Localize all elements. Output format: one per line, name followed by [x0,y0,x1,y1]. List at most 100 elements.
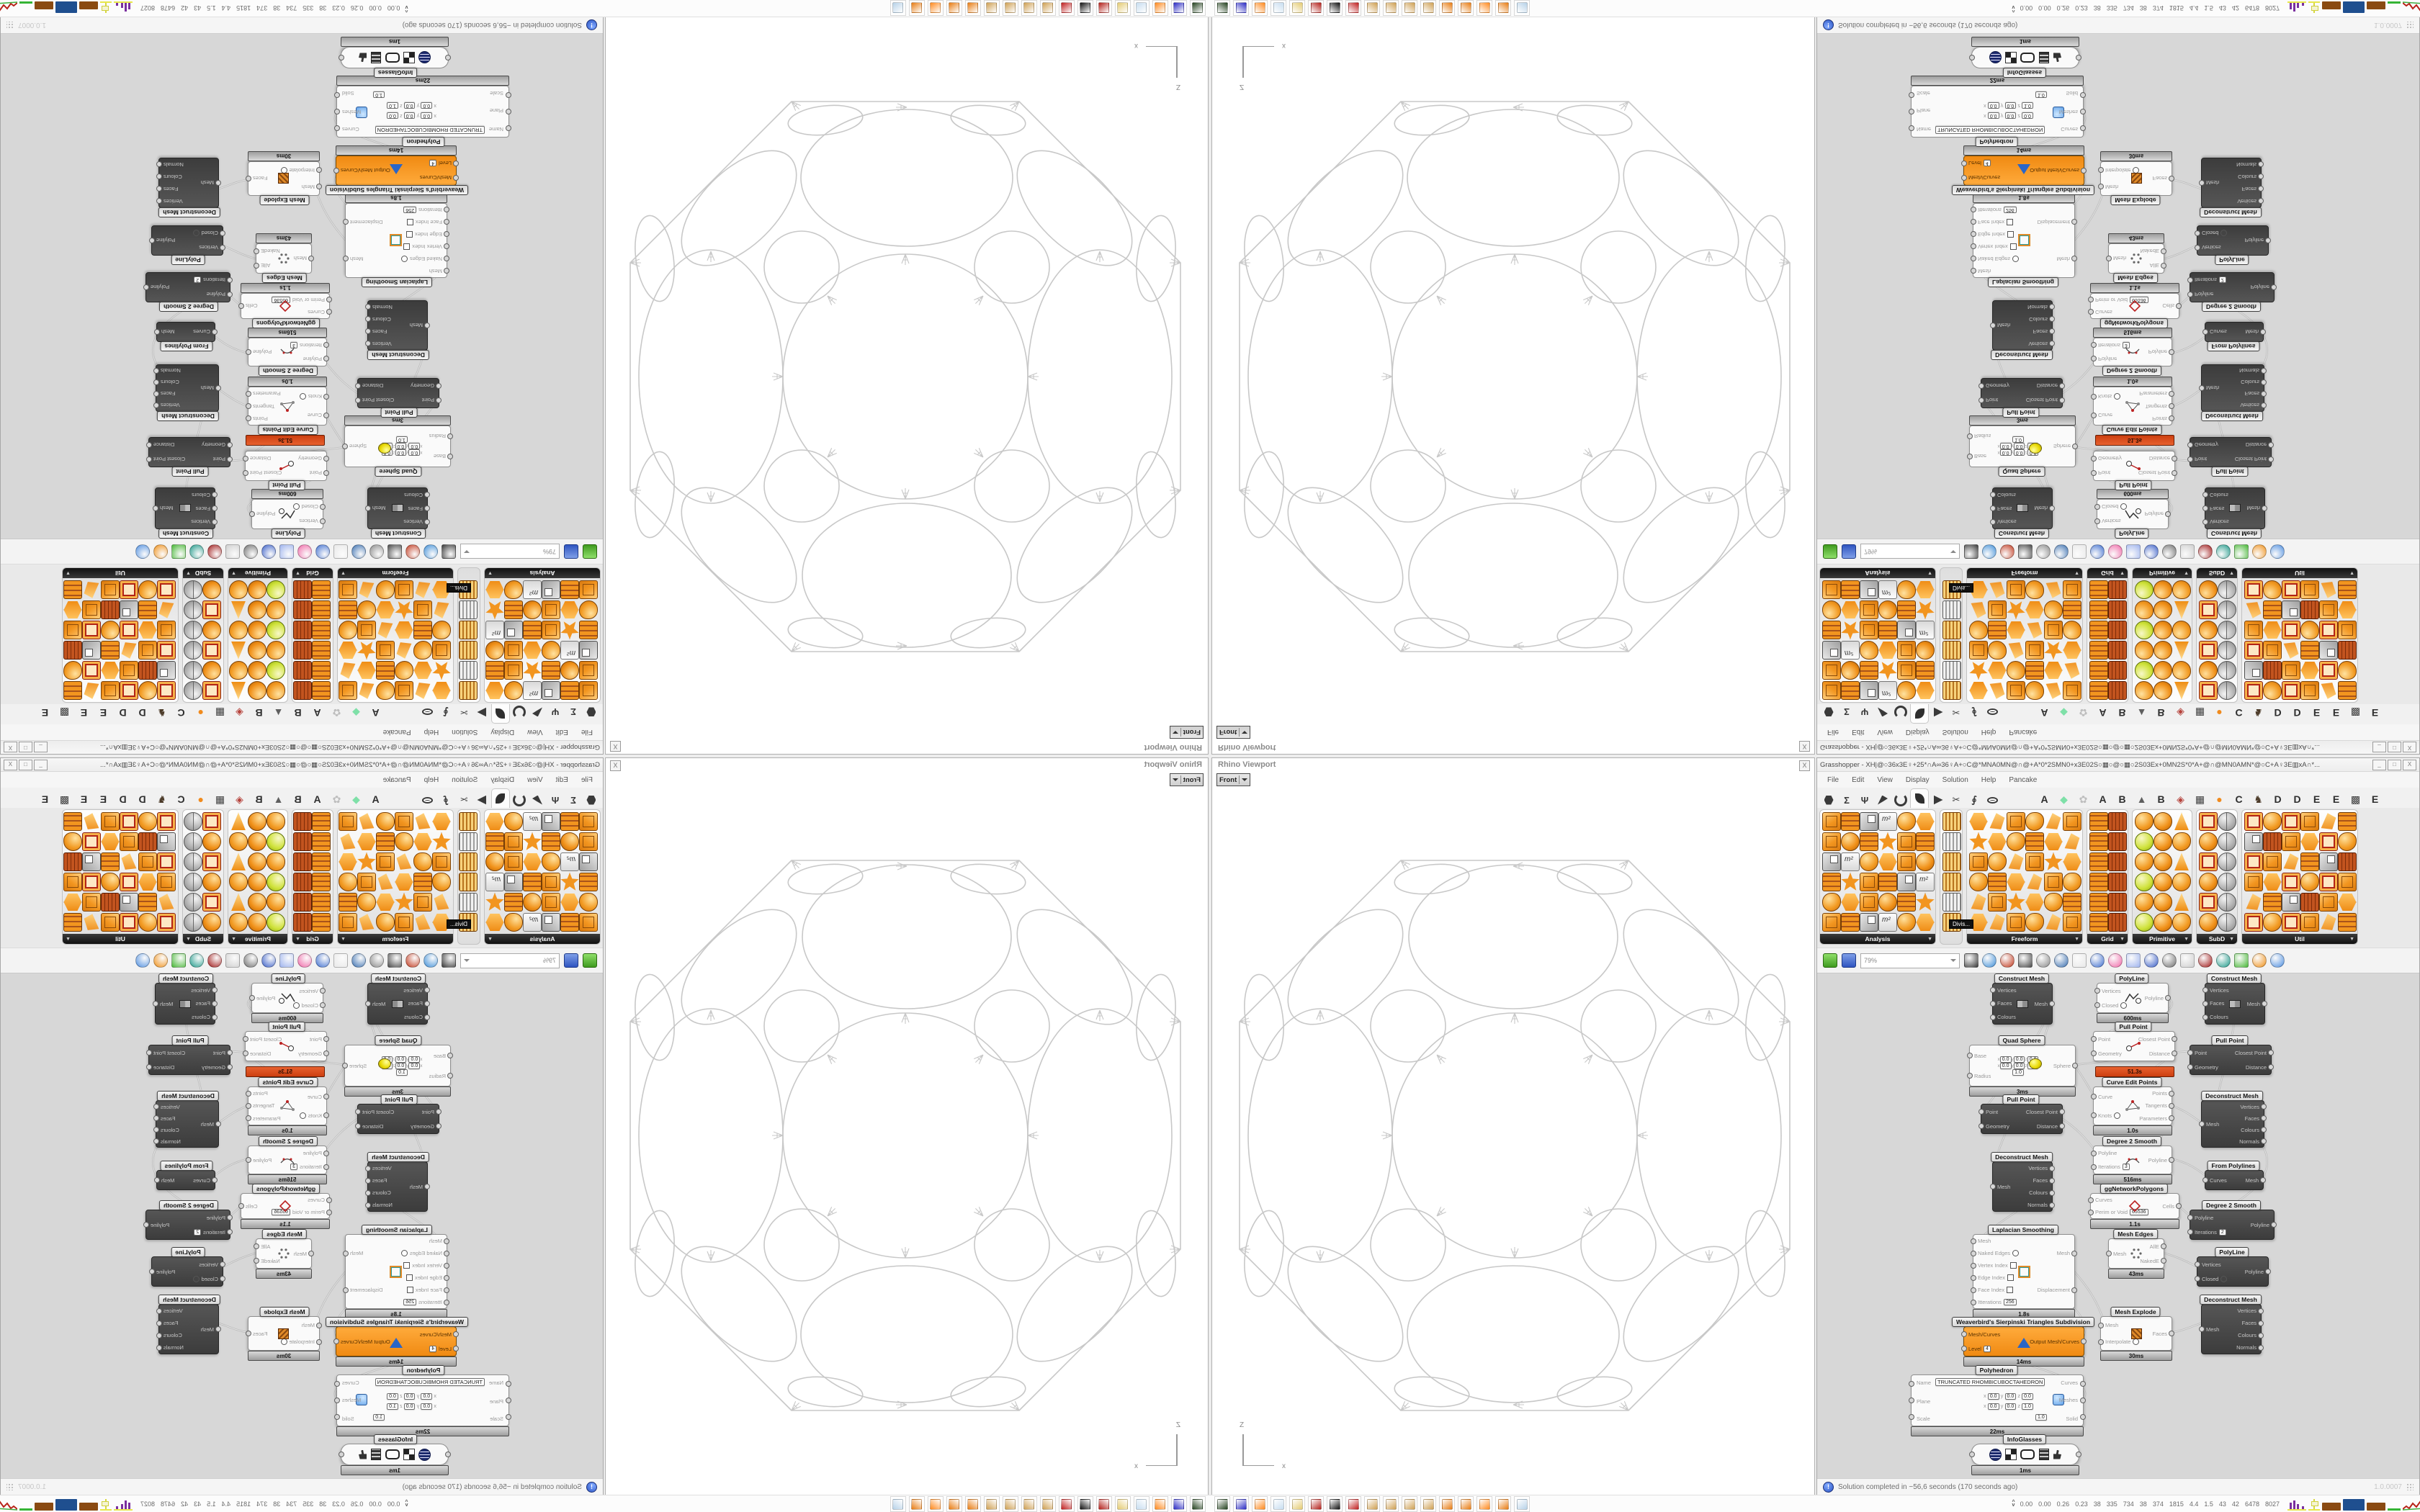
out-port[interactable] [2071,1250,2077,1256]
at-icon[interactable] [369,953,384,968]
component-icon[interactable] [202,893,221,912]
component-icon[interactable] [2007,812,2025,831]
blue-sphere-icon[interactable] [2270,544,2285,559]
menu-item-solution[interactable]: Solution [452,728,478,737]
wire-rings-icon[interactable] [2180,953,2195,968]
menu-item-help[interactable]: Help [424,728,439,737]
panel-group-label[interactable]: Primitive ▼ [228,568,287,578]
out-port[interactable] [355,1109,361,1115]
component-icon[interactable] [2199,913,2218,932]
component-icon[interactable] [413,873,432,891]
shield-tab[interactable]: ◈ [2177,707,2184,719]
component-icon[interactable] [2154,812,2172,831]
blue-sphere-icon[interactable] [2270,953,2285,968]
flower-tab[interactable]: ✿ [332,793,341,805]
package-question-icon[interactable] [2108,544,2123,559]
plugin-tab-E[interactable]: E [2332,793,2340,805]
component-icon[interactable] [2199,812,2218,831]
menu-item-file[interactable]: File [1827,775,1839,784]
component-icon[interactable] [1860,621,1878,639]
component-icon[interactable] [2263,893,2282,912]
component-icon[interactable] [2319,873,2338,891]
component-icon[interactable] [266,681,285,700]
menu-item-display[interactable]: Display [1905,728,1930,737]
in-port[interactable] [2202,1177,2208,1183]
teal-sphere-icon[interactable] [2216,953,2231,968]
component-icon[interactable] [1878,873,1897,891]
component-icon[interactable] [2025,852,2044,871]
component-icon[interactable] [1916,852,1935,871]
component-icon[interactable] [82,852,101,871]
component-icon[interactable] [2108,913,2127,932]
blender-icon[interactable] [965,1496,981,1512]
component-icon[interactable] [2300,852,2319,871]
out-port[interactable] [2258,1308,2264,1314]
component-icon[interactable] [2244,580,2263,599]
component-icon[interactable] [1969,600,1988,619]
component-icon[interactable] [157,893,176,912]
gh-node-wb[interactable]: Mesh/Curves Level 4 Output Mesh/Curves [333,156,459,186]
component-icon[interactable] [184,893,202,912]
panel-group-label[interactable]: SubD ▼ [2197,934,2237,944]
component-icon[interactable] [395,600,413,619]
component-icon[interactable] [184,913,202,932]
in-port[interactable] [2199,1121,2205,1127]
component-icon[interactable] [2044,641,2063,660]
gh-node-dmr[interactable]: Mesh Vertices Faces Colours Normals [2199,1100,2267,1148]
component-icon[interactable] [229,621,248,639]
panel-group-label[interactable]: Util ▼ [63,568,178,578]
component-icon[interactable] [2199,641,2218,660]
component-icon[interactable] [504,812,523,831]
component-icon[interactable] [2044,600,2063,619]
resize-grip[interactable] [6,1483,14,1490]
menu-item-pancake[interactable]: Pancake [382,775,411,784]
component-icon[interactable] [485,913,504,932]
in-port[interactable] [2098,1338,2104,1345]
in-port[interactable] [453,1346,459,1351]
component-icon[interactable] [293,873,312,891]
component-icon[interactable] [2218,661,2236,680]
out-port[interactable] [2080,1398,2086,1403]
in-port[interactable] [2199,385,2205,391]
component-icon[interactable] [2319,621,2338,639]
out-port[interactable] [2076,55,2081,60]
component-icon[interactable] [2135,621,2154,639]
menu-item-solution[interactable]: Solution [1942,775,1968,784]
menu-item-help[interactable]: Help [1981,775,1996,784]
component-icon[interactable] [1860,661,1878,680]
out-port[interactable] [2161,1243,2166,1249]
component-icon[interactable] [523,661,542,680]
mesh-tab[interactable] [491,788,510,808]
component-icon[interactable] [2135,832,2154,851]
component-icon[interactable] [2244,600,2263,619]
in-port[interactable] [212,1177,218,1183]
zoom-level-dropdown[interactable]: 79% [1860,544,1960,559]
component-icon[interactable] [560,852,579,871]
component-icon[interactable] [248,661,266,680]
component-icon[interactable] [1878,580,1897,599]
component-icon[interactable] [432,641,451,660]
component-icon[interactable] [523,681,542,700]
gh-node-ig[interactable] [1969,1444,2081,1465]
close-button[interactable]: X [2403,742,2416,753]
in-port[interactable] [2202,329,2208,335]
component-icon[interactable] [2044,833,2063,850]
component-icon[interactable] [63,681,82,700]
component-icon[interactable] [2108,812,2127,831]
component-icon[interactable] [376,893,395,912]
component-icon[interactable] [2338,894,2357,911]
component-icon[interactable] [2263,621,2282,639]
component-icon[interactable] [2282,641,2300,660]
out-port[interactable] [334,1398,340,1403]
in-port[interactable] [2091,1094,2097,1099]
component-icon[interactable] [63,812,82,831]
out-port[interactable] [243,470,248,476]
gh-node-mex[interactable]: Mesh Interpolate Faces [246,161,322,196]
red-gem-icon[interactable] [2198,953,2213,968]
mesh-tab[interactable] [491,704,510,724]
component-icon[interactable] [120,852,138,871]
in-port[interactable] [1978,1109,1984,1115]
component-icon[interactable] [1860,873,1878,891]
component-icon[interactable] [2319,641,2338,660]
blender-icon[interactable] [909,0,925,16]
